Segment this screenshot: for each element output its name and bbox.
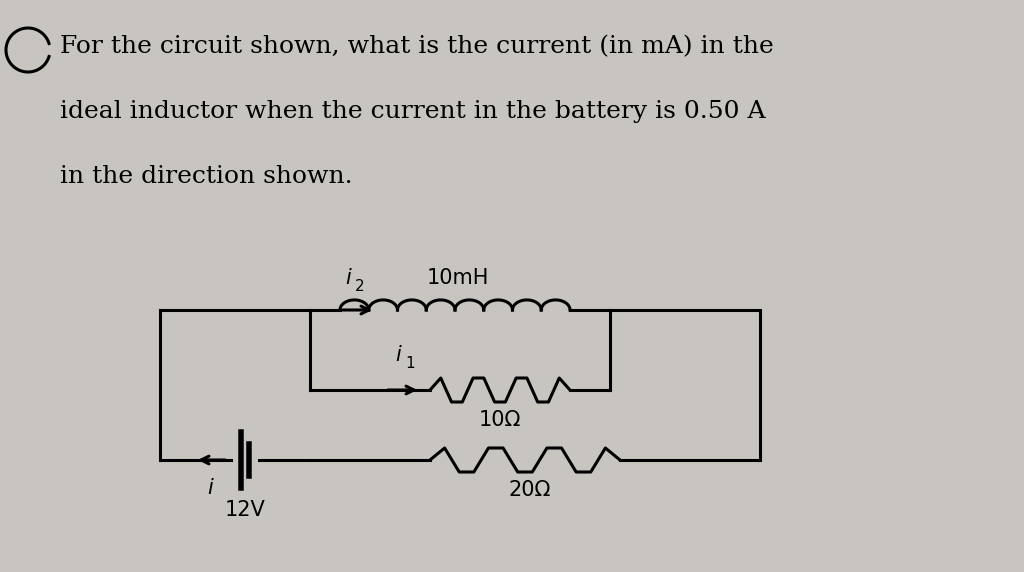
Text: i: i <box>345 268 351 288</box>
Text: i: i <box>207 478 213 498</box>
Text: i: i <box>395 345 400 365</box>
Text: For the circuit shown, what is the current (in mA) in the: For the circuit shown, what is the curre… <box>60 35 774 58</box>
Text: ideal inductor when the current in the battery is 0.50 A: ideal inductor when the current in the b… <box>60 100 766 123</box>
Text: 20Ω: 20Ω <box>509 480 551 500</box>
Text: 12V: 12V <box>224 500 265 520</box>
Text: 2: 2 <box>355 279 365 294</box>
Text: 10Ω: 10Ω <box>479 410 521 430</box>
Text: 1: 1 <box>406 356 415 371</box>
Text: 10mH: 10mH <box>427 268 489 288</box>
Text: in the direction shown.: in the direction shown. <box>60 165 352 188</box>
